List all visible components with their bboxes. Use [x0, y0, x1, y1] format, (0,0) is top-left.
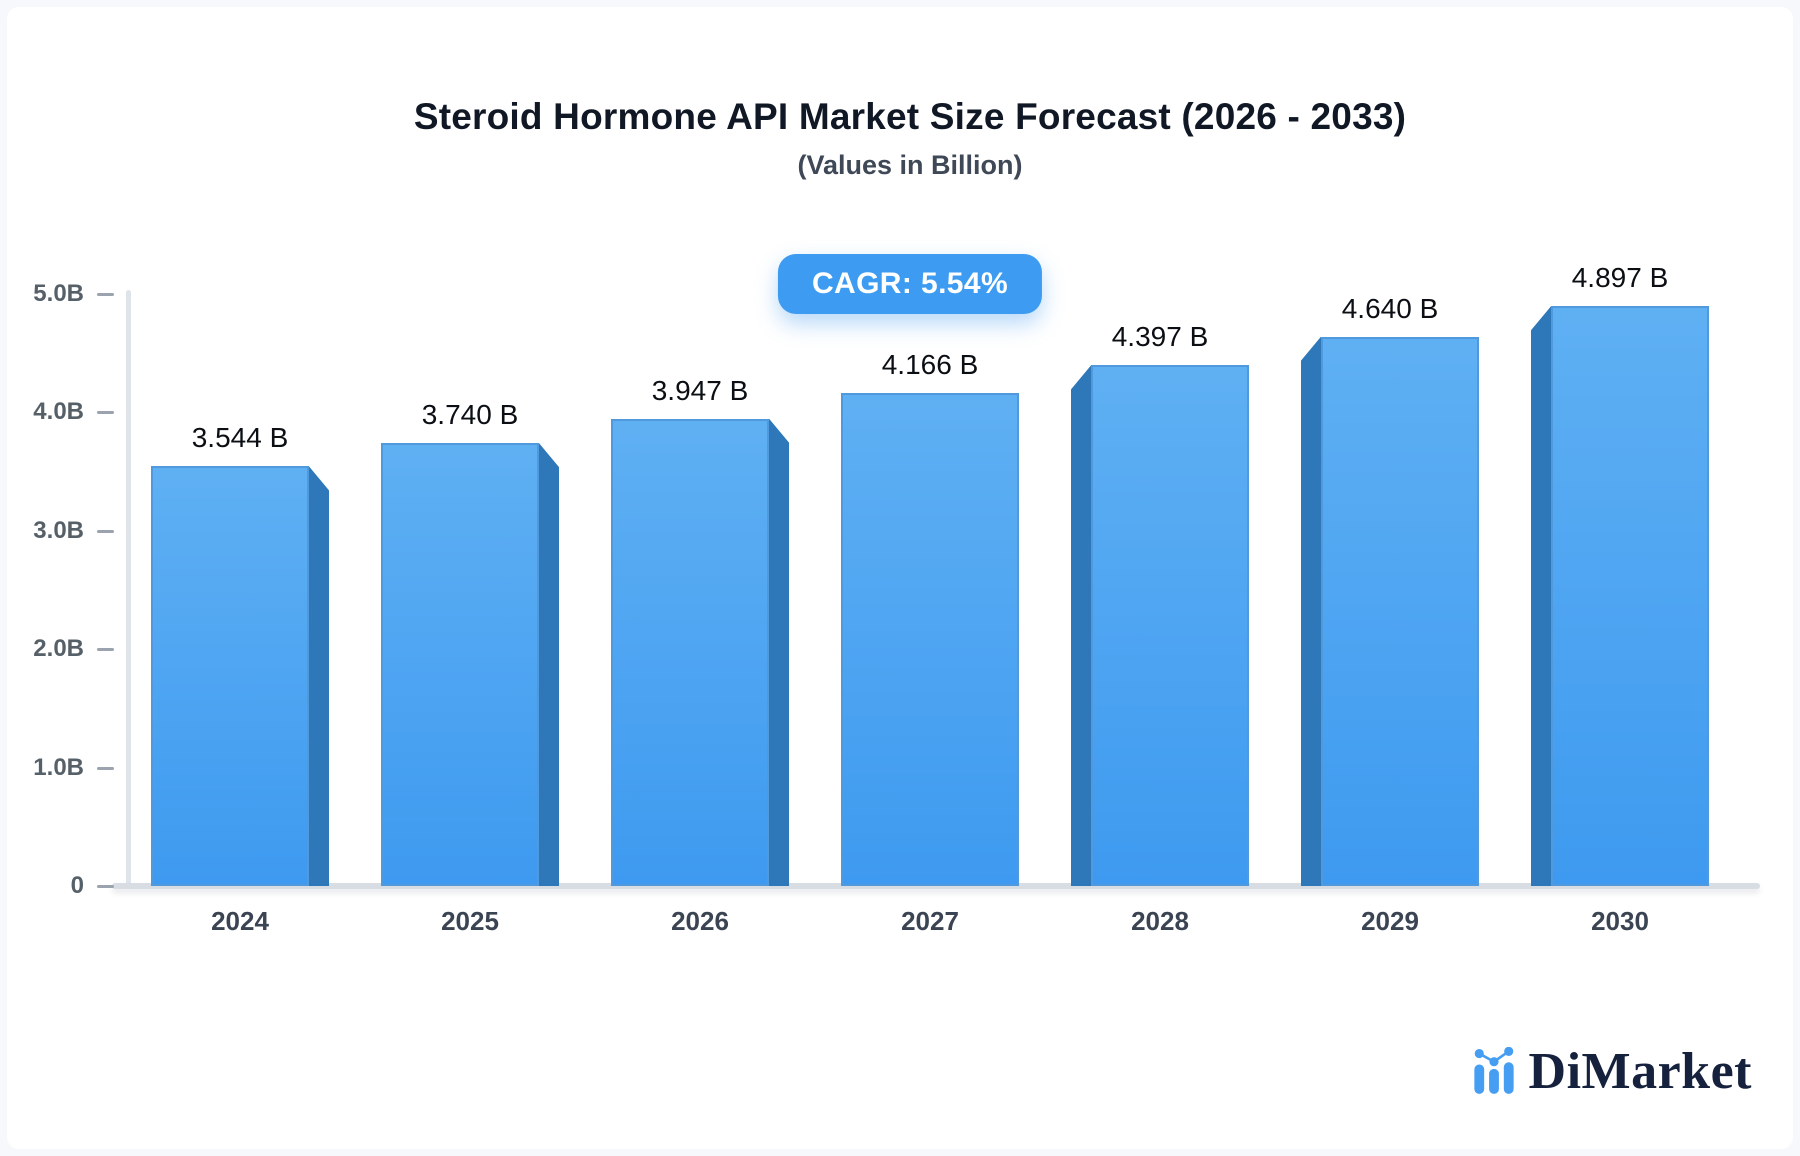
dimarket-logo: DiMarket	[1472, 1038, 1752, 1104]
y-axis-tick-label: 4.0B	[33, 398, 84, 426]
bar-value-label: 4.166 B	[881, 348, 979, 380]
bar-group-2026: 3.947 B	[611, 375, 789, 886]
bar	[1551, 306, 1709, 886]
x-axis-label: 2024	[211, 906, 269, 936]
chart-card: Steroid Hormone API Market Size Forecast…	[7, 7, 1793, 1149]
y-axis-tick-mark	[97, 529, 114, 533]
bar-value-label: 4.640 B	[1341, 292, 1439, 324]
bar-value-label: 3.544 B	[191, 422, 289, 454]
chart-title: Steroid Hormone API Market Size Forecast…	[413, 96, 1407, 137]
y-axis-tick-mark	[97, 293, 114, 296]
y-axis-tick-mark	[97, 411, 114, 415]
bar-3d-side	[1301, 336, 1321, 886]
x-axis-label: 2026	[671, 906, 729, 936]
y-axis-tick-label: 3.0B	[33, 516, 84, 544]
bar	[151, 466, 309, 886]
y-axis-tick-label: 0	[70, 872, 84, 899]
bar	[1321, 336, 1479, 886]
bar-value-label: 4.397 B	[1111, 321, 1209, 353]
bar-group-2028: 4.397 B	[1071, 321, 1249, 886]
cagr-badge: CAGR: 5.54%	[777, 254, 1043, 314]
bar-3d-side	[769, 418, 789, 886]
x-axis-label: 2028	[1131, 906, 1189, 936]
bar-group-2025: 3.740 B	[381, 399, 559, 886]
y-axis-tick-mark	[97, 885, 114, 888]
y-axis-tick-label: 2.0B	[33, 635, 84, 663]
bar	[1091, 365, 1249, 886]
chart-subtitle: (Values in Billion)	[797, 150, 1023, 180]
y-axis-tick-mark	[97, 648, 114, 652]
x-axis-label: 2027	[901, 906, 959, 936]
bar-value-label: 3.740 B	[421, 399, 519, 431]
bar	[841, 392, 1019, 886]
x-axis-label: 2029	[1361, 906, 1419, 936]
x-axis-line	[112, 883, 1760, 889]
bar-3d-side	[309, 466, 329, 886]
y-axis-tick-label: 5.0B	[33, 280, 84, 307]
bar-group-2027: 4.166 B	[841, 349, 1019, 886]
x-axis-label: 2030	[1591, 906, 1649, 936]
dimarket-logo-icon	[1473, 1047, 1514, 1094]
bar	[611, 418, 769, 886]
y-axis-tick-label: 1.0B	[33, 753, 84, 781]
dimarket-wordmark: DiMarket	[1528, 1042, 1752, 1100]
y-axis-line	[126, 290, 131, 886]
bar-3d-side	[1071, 365, 1091, 886]
x-axis-label: 2025	[441, 906, 499, 936]
bar-3d-side	[539, 443, 559, 886]
y-axis-tick-mark	[97, 766, 114, 770]
bar-group-2030: 4.897 B	[1531, 262, 1709, 886]
bar-value-label: 3.947 B	[651, 374, 749, 406]
bar-group-2029: 4.640 B	[1301, 293, 1479, 886]
bar	[381, 443, 539, 886]
bar-group-2024: 3.544 B	[151, 422, 329, 886]
bar-value-label: 4.897 B	[1571, 262, 1669, 294]
bar-3d-side	[1531, 306, 1551, 886]
